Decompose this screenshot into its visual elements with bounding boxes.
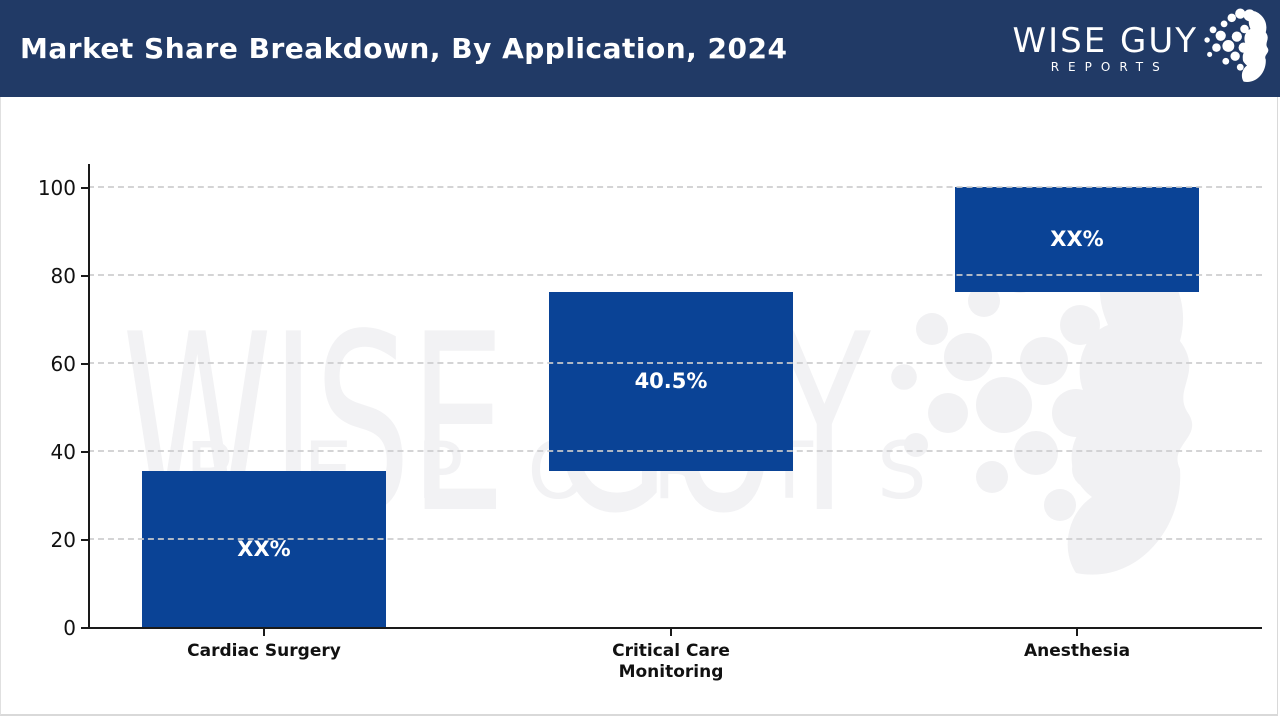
brand-reports-label: REPORTS	[1050, 59, 1169, 74]
x-tick	[1076, 629, 1078, 636]
header-bar: Market Share Breakdown, By Application, …	[0, 0, 1280, 97]
y-tick-label: 100	[37, 175, 76, 200]
y-tick	[81, 450, 88, 453]
brand-logo-text: WISE GUY REPORTS	[1012, 23, 1198, 75]
brand-logo: WISE GUY REPORTS	[1012, 0, 1270, 97]
gridline	[88, 537, 1262, 540]
page-title: Market Share Breakdown, By Application, …	[20, 32, 788, 65]
y-tick	[81, 362, 88, 365]
category-label: Cardiac Surgery	[187, 641, 341, 661]
gridline	[88, 449, 1262, 452]
y-axis-line	[88, 163, 90, 629]
y-tick-label: 0	[63, 616, 76, 640]
x-tick	[263, 629, 265, 636]
gridline	[88, 185, 1262, 188]
y-tick-label: 60	[50, 351, 76, 376]
y-tick-label: 40	[50, 439, 76, 464]
gridline	[88, 361, 1262, 364]
category-label: Anesthesia	[1023, 641, 1131, 661]
y-tick	[81, 538, 88, 541]
bar-segment	[142, 470, 386, 627]
y-tick-label: 80	[50, 263, 76, 288]
brand-wiseguy-label: WISE GUY	[1012, 20, 1198, 61]
bar-chart: XX% 40.5% XX% 0 20 40 60 80 100 Cardiac Surgery Cr…	[0, 97, 1280, 717]
bar-segment	[549, 292, 793, 471]
x-axis-line	[86, 627, 1262, 629]
bar-value-label: 40.5%	[634, 369, 708, 394]
gridline	[88, 273, 1262, 276]
brand-face-icon	[1204, 8, 1269, 82]
y-tick-label: 20	[50, 527, 76, 552]
y-tick	[81, 274, 88, 277]
bar-value-label: XX%	[237, 536, 291, 561]
y-tick	[81, 186, 88, 189]
bar-value-label: XX%	[1050, 227, 1104, 252]
x-tick	[670, 629, 672, 636]
category-label: Critical Care Monitoring	[612, 641, 730, 682]
y-tick	[81, 627, 88, 629]
